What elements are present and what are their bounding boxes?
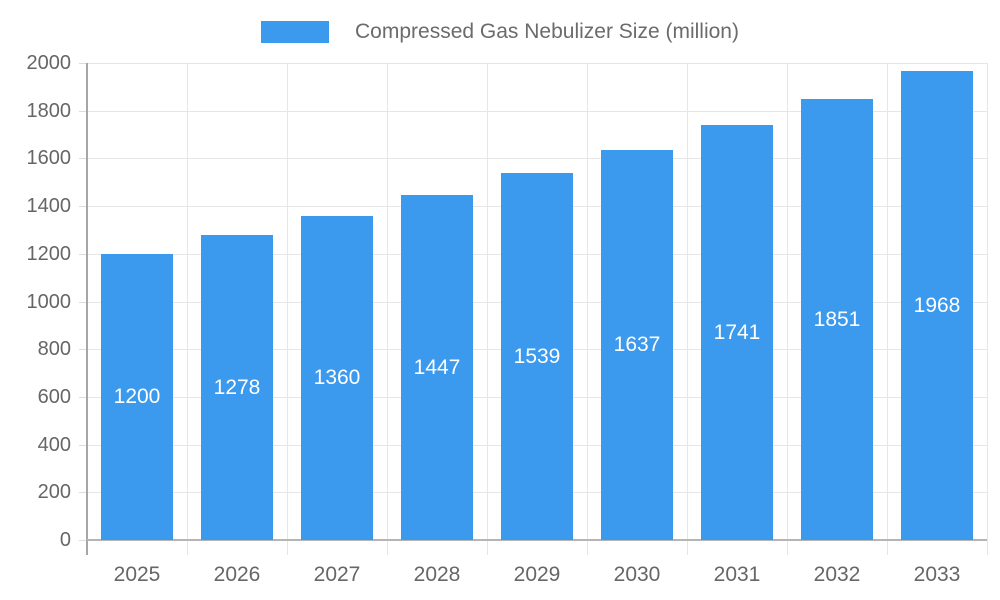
y-tick-mark (79, 63, 87, 64)
y-tick-mark (79, 540, 87, 541)
y-tick-mark (79, 492, 87, 493)
y-axis-tick-label: 800 (37, 338, 71, 360)
legend-swatch-icon (261, 21, 330, 43)
x-axis-tick-label: 2032 (813, 563, 861, 586)
x-gridline (887, 63, 888, 555)
bar-value-label: 1539 (513, 344, 561, 368)
x-gridline (387, 63, 388, 555)
bar-2025[interactable]: 1200 (101, 254, 173, 540)
x-axis-tick-label: 2027 (313, 563, 361, 586)
bar-2028[interactable]: 1447 (401, 195, 473, 540)
y-gridline (87, 111, 987, 112)
x-gridline (587, 63, 588, 555)
x-gridline (987, 63, 988, 555)
chart-legend: Compressed Gas Nebulizer Size (million) (0, 18, 1000, 46)
y-tick-mark (79, 254, 87, 255)
x-axis-tick-label: 2028 (413, 563, 461, 586)
bar-2027[interactable]: 1360 (301, 216, 373, 540)
y-axis-tick-label: 1400 (26, 195, 72, 217)
x-gridline (487, 63, 488, 555)
bar-value-label: 1278 (213, 375, 261, 399)
bar-2032[interactable]: 1851 (801, 99, 873, 540)
x-gridline (287, 63, 288, 555)
bar-2030[interactable]: 1637 (601, 150, 673, 540)
y-tick-mark (79, 206, 87, 207)
y-axis-tick-label: 0 (59, 529, 71, 551)
y-axis-tick-label: 1200 (26, 243, 72, 265)
x-axis-line (87, 539, 987, 541)
x-axis-tick-label: 2031 (713, 563, 761, 586)
bar-2033[interactable]: 1968 (901, 71, 973, 540)
y-axis-tick-label: 2000 (26, 52, 72, 74)
bar-2026[interactable]: 1278 (201, 235, 273, 540)
y-axis-tick-label: 1800 (26, 100, 72, 122)
bar-2029[interactable]: 1539 (501, 173, 573, 540)
x-gridline (187, 63, 188, 555)
bar-value-label: 1851 (813, 307, 861, 331)
y-tick-mark (79, 111, 87, 112)
x-axis-tick-label: 2033 (913, 563, 961, 586)
y-tick-mark (79, 397, 87, 398)
bar-value-label: 1968 (913, 293, 961, 317)
x-axis-tick-label: 2029 (513, 563, 561, 586)
y-axis-tick-label: 1000 (26, 291, 72, 313)
x-gridline (687, 63, 688, 555)
x-axis-tick-label: 2025 (113, 563, 161, 586)
bar-value-label: 1200 (113, 385, 161, 408)
y-axis-tick-label: 200 (37, 481, 71, 503)
y-axis-tick-label: 600 (37, 386, 71, 408)
y-tick-mark (79, 302, 87, 303)
x-axis-tick-label: 2026 (213, 563, 261, 586)
y-tick-mark (79, 158, 87, 159)
y-axis-tick-label: 1600 (26, 147, 72, 169)
y-gridline (87, 63, 987, 64)
bar-value-label: 1360 (313, 366, 361, 389)
y-gridline (87, 158, 987, 159)
y-tick-mark (79, 445, 87, 446)
bar-value-label: 1741 (713, 320, 761, 344)
y-axis-tick-label: 400 (37, 434, 71, 456)
y-axis-line (86, 63, 88, 555)
x-gridline (787, 63, 788, 555)
legend-item[interactable]: Compressed Gas Nebulizer Size (million) (261, 20, 739, 44)
bar-2031[interactable]: 1741 (701, 125, 773, 540)
x-axis-tick-label: 2030 (613, 563, 661, 586)
bar-value-label: 1447 (413, 355, 461, 379)
bar-value-label: 1637 (613, 333, 661, 356)
legend-label: Compressed Gas Nebulizer Size (million) (355, 20, 739, 43)
y-tick-mark (79, 349, 87, 350)
